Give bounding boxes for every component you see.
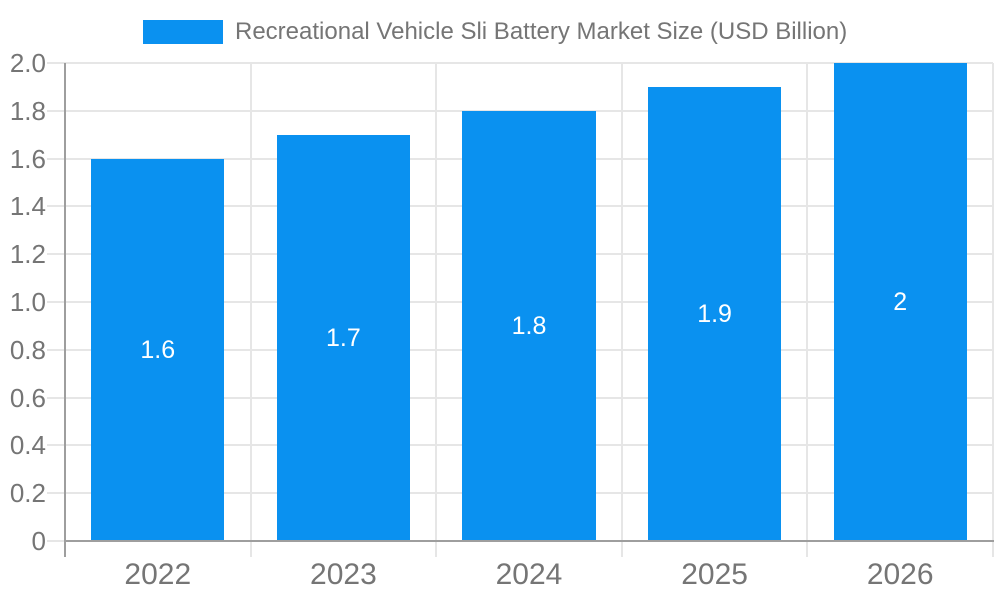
bar-value-label: 1.9 bbox=[697, 299, 732, 328]
y-tick-label: 0.4 bbox=[9, 430, 46, 461]
x-gridline bbox=[249, 63, 252, 557]
y-tick-label: 1.2 bbox=[9, 239, 46, 270]
x-gridline bbox=[620, 63, 623, 557]
bar bbox=[833, 63, 967, 541]
x-tick-label: 2026 bbox=[866, 558, 934, 591]
x-tick-label: 2025 bbox=[681, 558, 748, 591]
y-tick-label: 1.8 bbox=[9, 95, 46, 126]
x-tick-label: 2024 bbox=[495, 558, 563, 591]
bar bbox=[462, 110, 596, 541]
x-gridline bbox=[992, 63, 994, 557]
y-tick-label: 2.0 bbox=[9, 48, 46, 78]
bar bbox=[648, 86, 782, 541]
bar-value-label: 2 bbox=[893, 288, 908, 316]
x-tick-label: 2022 bbox=[124, 558, 192, 591]
bar-value-label: 1.8 bbox=[511, 311, 547, 340]
bar bbox=[276, 134, 410, 541]
y-tick-label: 0 bbox=[31, 526, 46, 556]
bar bbox=[91, 158, 225, 541]
y-axis-line bbox=[64, 63, 66, 557]
bar-value-label: 1.6 bbox=[140, 335, 176, 364]
y-tick-label: 1.6 bbox=[9, 143, 46, 174]
y-tick-label: 1.4 bbox=[9, 191, 46, 222]
y-tick-label: 0.8 bbox=[9, 334, 46, 365]
y-tick-label: 1.0 bbox=[9, 287, 46, 317]
legend-swatch bbox=[143, 20, 223, 44]
x-gridline bbox=[806, 63, 809, 557]
bar-value-label: 1.7 bbox=[326, 323, 361, 352]
y-tick bbox=[47, 540, 65, 542]
x-gridline bbox=[435, 63, 438, 557]
y-gridline bbox=[47, 62, 993, 64]
x-tick-label: 2023 bbox=[310, 558, 377, 591]
y-tick-label: 0.6 bbox=[9, 382, 46, 413]
legend-label: Recreational Vehicle Sli Battery Market … bbox=[235, 18, 848, 45]
y-tick-label: 0.2 bbox=[9, 478, 46, 509]
x-axis-line bbox=[64, 540, 994, 542]
